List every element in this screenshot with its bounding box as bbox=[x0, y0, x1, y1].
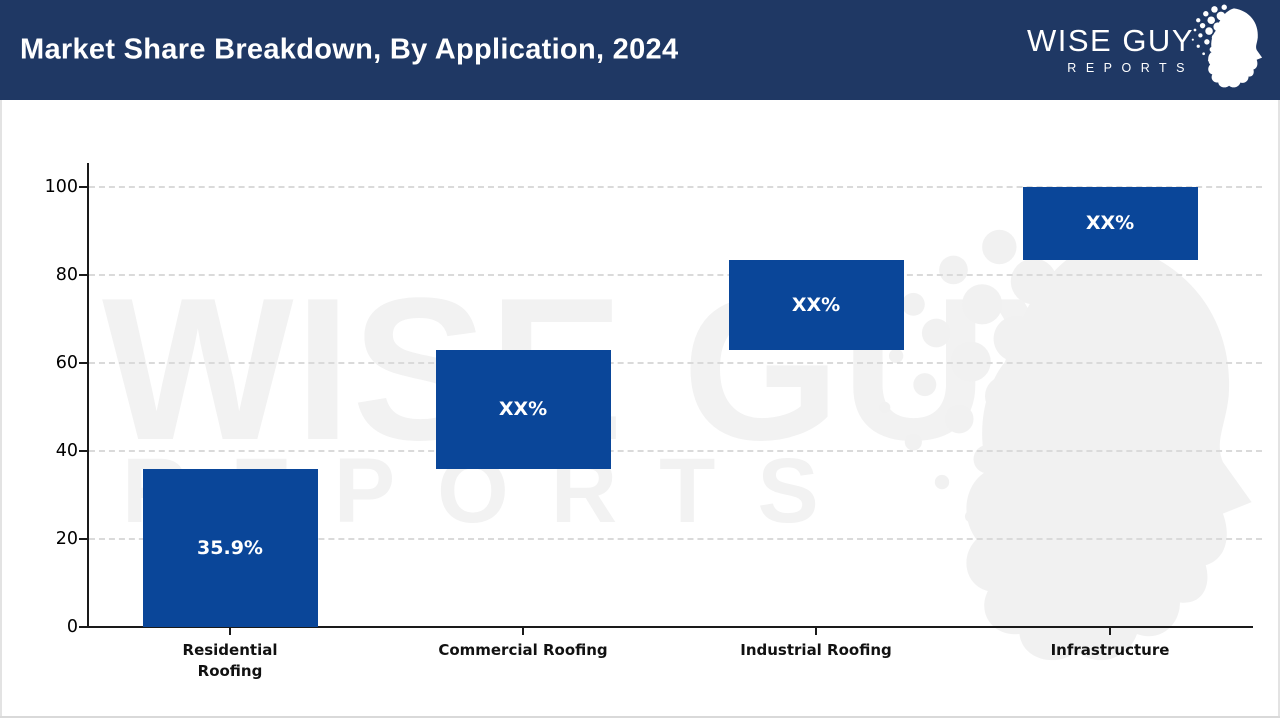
bar-segment: XX% bbox=[1022, 187, 1198, 260]
x-axis-tick bbox=[229, 628, 231, 635]
y-axis-tick bbox=[79, 362, 87, 364]
y-axis-tick bbox=[79, 626, 87, 628]
y-axis-tick-label: 80 bbox=[55, 265, 78, 285]
y-axis-line bbox=[87, 163, 89, 628]
gridline bbox=[89, 538, 1262, 540]
bar-segment: XX% bbox=[435, 349, 611, 470]
bar-value-label: 35.9% bbox=[197, 537, 263, 559]
brand-logo-text: WISE GUY REPORTS bbox=[1027, 25, 1194, 75]
gridline bbox=[89, 450, 1262, 452]
chart-title: Market Share Breakdown, By Application, … bbox=[20, 33, 679, 66]
x-axis-category-label: Commercial Roofing bbox=[438, 641, 608, 659]
x-axis-line bbox=[87, 626, 1253, 628]
bar-segment: XX% bbox=[728, 259, 904, 350]
brand-name: WISE GUY bbox=[1026, 23, 1194, 59]
y-axis-tick bbox=[79, 186, 87, 188]
y-axis-tick-label: 20 bbox=[55, 529, 78, 549]
bottom-divider bbox=[0, 716, 1280, 718]
gridline bbox=[89, 274, 1262, 276]
gridline bbox=[89, 186, 1262, 188]
x-axis-category-label: Industrial Roofing bbox=[740, 641, 892, 659]
x-axis-category-label: Infrastructure bbox=[1050, 641, 1170, 659]
y-axis-tick-label: 100 bbox=[44, 177, 78, 197]
bar-value-label: XX% bbox=[1085, 212, 1135, 235]
x-axis-tick bbox=[522, 628, 524, 635]
y-axis-tick bbox=[79, 274, 87, 276]
y-axis-tick-label: 0 bbox=[66, 617, 78, 637]
bar-value-label: XX% bbox=[498, 398, 548, 421]
brand-head-icon bbox=[1180, 4, 1276, 96]
x-axis-tick bbox=[815, 628, 817, 635]
brand-logo: WISE GUY REPORTS bbox=[1027, 4, 1276, 96]
header-bar: Market Share Breakdown, By Application, … bbox=[0, 0, 1280, 100]
y-axis-tick bbox=[79, 450, 87, 452]
bar-value-label: XX% bbox=[791, 293, 841, 316]
gridline bbox=[89, 362, 1262, 364]
brand-subname: REPORTS bbox=[1067, 60, 1194, 75]
y-axis-tick-label: 40 bbox=[55, 441, 78, 461]
y-axis-tick bbox=[79, 538, 87, 540]
bar-segment: 35.9% bbox=[142, 469, 318, 627]
x-axis-category-label: Residential Roofing bbox=[182, 641, 278, 680]
y-axis-tick-label: 60 bbox=[55, 353, 78, 373]
x-axis-tick bbox=[1109, 628, 1111, 635]
